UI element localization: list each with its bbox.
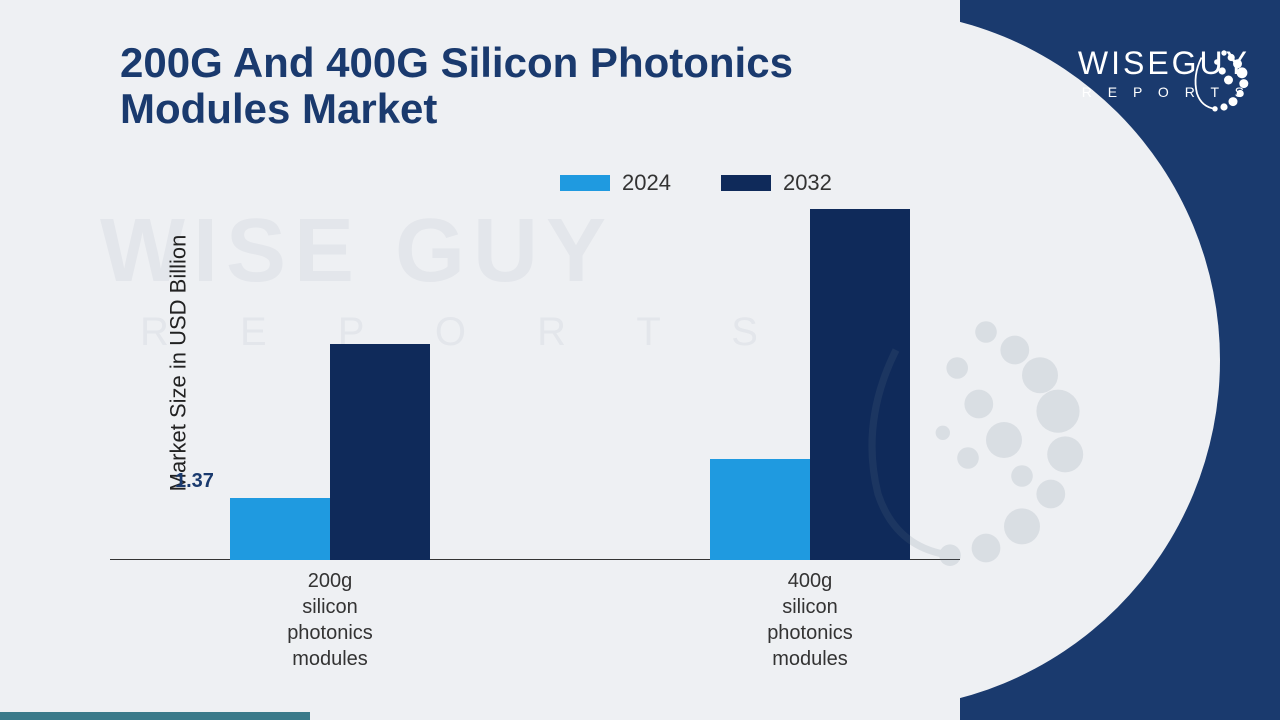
bar-value-label-0: 1.37 — [175, 470, 214, 493]
legend-label-2024: 2024 — [622, 170, 671, 196]
bar-0-series-a — [230, 498, 330, 560]
watermark-head-icon — [770, 260, 1130, 620]
legend-swatch-2032 — [721, 175, 771, 191]
category-label-0: 200gsiliconphotonicsmodules — [230, 568, 430, 672]
page-root: WISEGUY R E P O R T S 200G And 400G Sili… — [0, 0, 1280, 720]
bar-0-series-b — [330, 344, 430, 560]
logo-sub-text: R E P O R T S — [1078, 84, 1250, 100]
legend-label-2032: 2032 — [783, 170, 832, 196]
chart-legend: 2024 2032 — [560, 170, 832, 196]
chart-title: 200G And 400G Silicon Photonics Modules … — [120, 40, 820, 132]
legend-item-2024: 2024 — [560, 170, 671, 196]
legend-item-2032: 2032 — [721, 170, 832, 196]
brand-logo: WISEGUY R E P O R T S — [1078, 45, 1250, 100]
bar-group-0: 1.37 200gsiliconphotonicsmodules — [230, 344, 430, 560]
legend-swatch-2024 — [560, 175, 610, 191]
logo-main-text: WISEGUY — [1078, 45, 1250, 82]
bottom-accent-bar — [0, 712, 310, 720]
